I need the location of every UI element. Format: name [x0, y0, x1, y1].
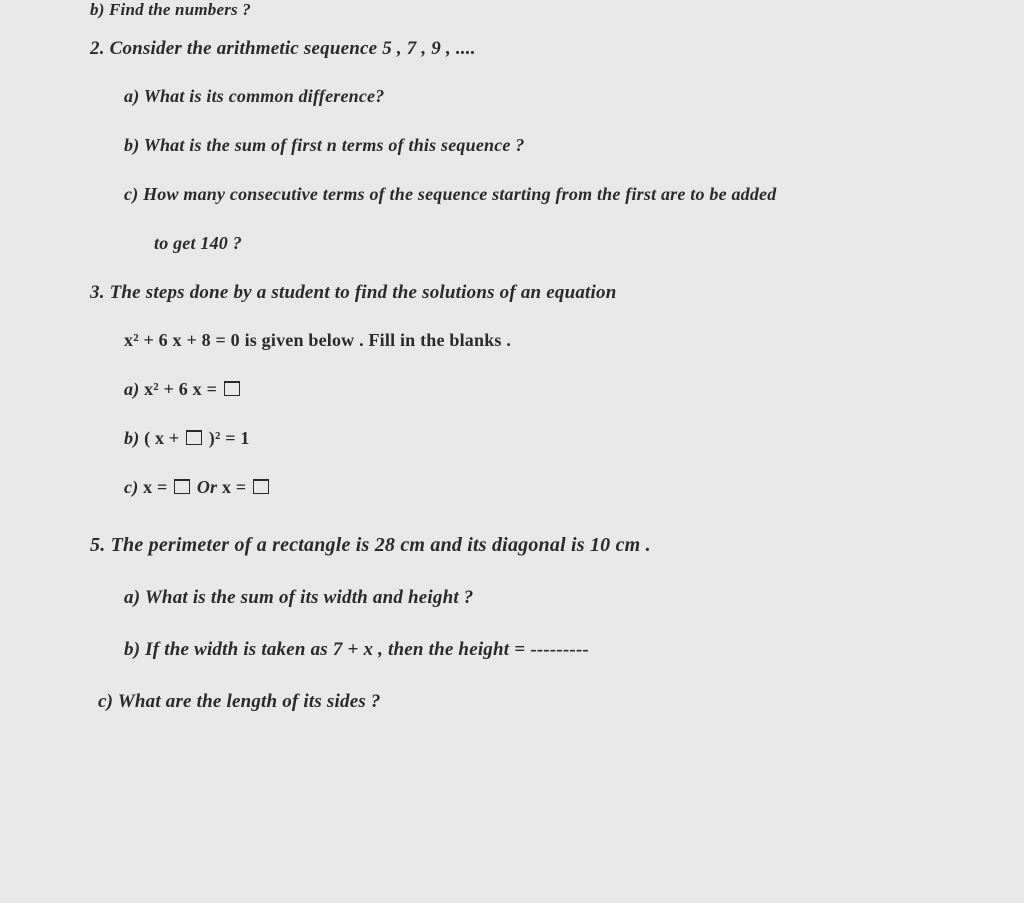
q3-equation: x² + 6 x + 8 = 0 is given below . Fill i…	[124, 330, 511, 350]
worksheet-page: b) Find the numbers ? 2. Consider the ar…	[0, 0, 1024, 903]
q5-part-c: c) What are the length of its sides ?	[98, 691, 954, 713]
q3-equation-line: x² + 6 x + 8 = 0 is given below . Fill i…	[124, 330, 954, 351]
q3-part-b: b) ( x + )² = 1	[124, 428, 954, 449]
q3-part-c: c) x = Or x =	[124, 477, 954, 498]
q2-stem: 2. Consider the arithmetic sequence 5 , …	[90, 38, 954, 60]
q5-part-b: b) If the width is taken as 7 + x , then…	[124, 639, 954, 661]
blank-box-icon	[253, 479, 269, 494]
q2-part-b: b) What is the sum of first n terms of t…	[124, 135, 954, 156]
blank-box-icon	[224, 381, 240, 396]
q2-part-a: a) What is its common difference?	[124, 86, 954, 107]
q3-b-label: b)	[124, 428, 144, 448]
q3-a-label: a)	[124, 379, 144, 399]
q5-part-a: a) What is the sum of its width and heig…	[124, 587, 954, 609]
q2-part-c-cont: to get 140 ?	[154, 233, 954, 254]
q5-b-text: b) If the width is taken as 7 + x , then…	[124, 639, 530, 660]
q5-b-blank: ---------	[530, 639, 589, 660]
q3-a-expr: x² + 6 x =	[144, 379, 222, 399]
q3-c-label: c)	[124, 477, 143, 497]
q2-part-c: c) How many consecutive terms of the seq…	[124, 184, 954, 205]
blank-box-icon	[174, 479, 190, 494]
q5-stem: 5. The perimeter of a rectangle is 28 cm…	[90, 534, 954, 557]
q3-c-x1: x =	[143, 477, 172, 497]
q3-b-expr-left: ( x +	[144, 428, 184, 448]
q3-part-a: a) x² + 6 x =	[124, 379, 954, 400]
blank-box-icon	[186, 430, 202, 445]
q3-b-expr-right: )² = 1	[209, 428, 250, 448]
truncated-prev-question: b) Find the numbers ?	[90, 0, 954, 20]
q3-c-x2: x =	[222, 477, 251, 497]
q3-c-or: Or	[197, 477, 222, 497]
q3-stem: 3. The steps done by a student to find t…	[90, 282, 954, 304]
spacer	[90, 526, 954, 534]
